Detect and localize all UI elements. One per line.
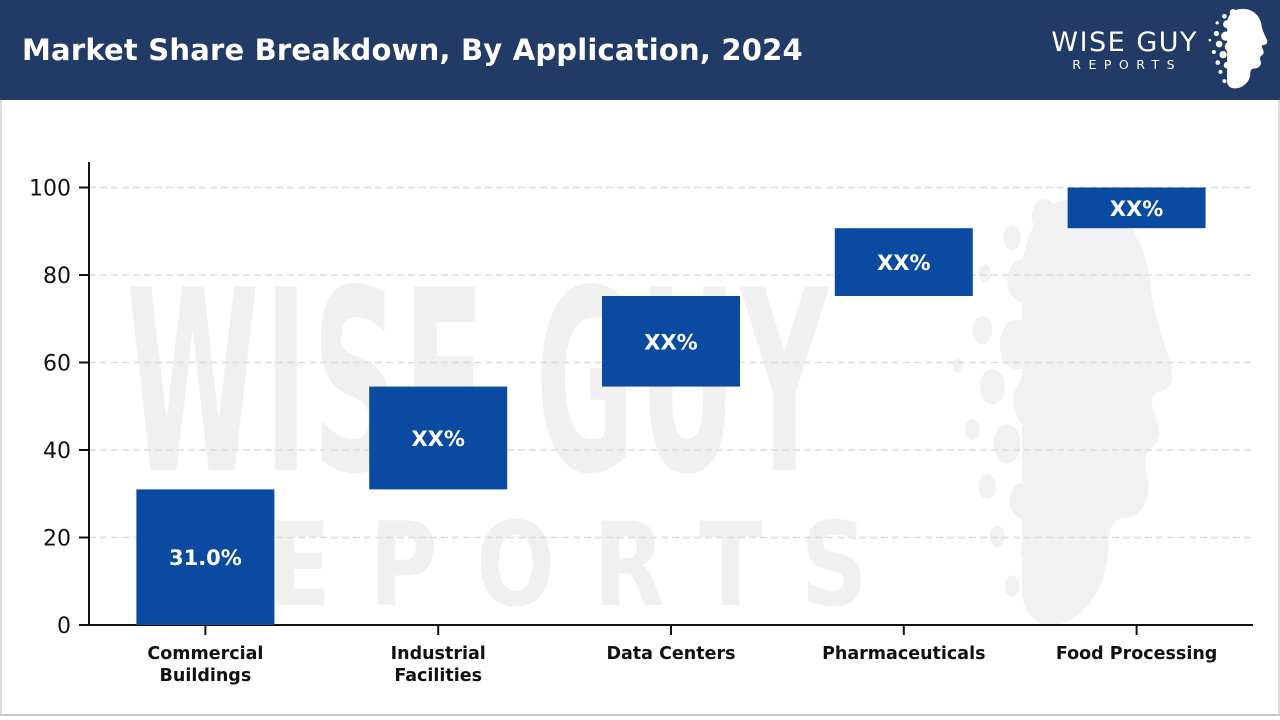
bar-2 [602, 296, 740, 387]
category-label: Industrial [391, 644, 486, 664]
category-label: Commercial [147, 644, 263, 664]
bar-value-label: XX% [644, 330, 697, 354]
bar-0 [136, 489, 275, 625]
bar-value-label: XX% [877, 251, 930, 275]
logo-face-icon [1208, 8, 1268, 89]
bar-1 [369, 386, 508, 490]
header: Market Share Breakdown, By Application, … [0, 0, 1280, 100]
category-label: Pharmaceuticals [822, 644, 985, 664]
page-edge-bottom [0, 714, 1280, 716]
y-tick-label: 80 [43, 264, 71, 289]
category-label: Buildings [160, 666, 252, 686]
brand-logo-text: WISE GUY REPORTS [1051, 29, 1198, 72]
y-tick-label: 20 [43, 527, 71, 552]
brand-logo: WISE GUY REPORTS [1051, 7, 1274, 93]
bar-4 [1067, 187, 1206, 229]
category-label: Data Centers [606, 644, 735, 664]
chart-area: WISE GUY REPORTS 0 20 40 60 80 100 31.0% Commer… [0, 100, 1280, 720]
brand-name: WISE GUY [1051, 26, 1198, 58]
y-tick-label: 40 [43, 439, 71, 464]
page-edge-right [1278, 100, 1280, 715]
bar-value-label: 31.0% [169, 546, 242, 570]
y-tick-label: 0 [57, 614, 71, 639]
y-tick-label: 100 [29, 177, 71, 202]
bar-3 [834, 228, 973, 296]
page-edge-left [0, 100, 2, 715]
bar-value-label: XX% [411, 427, 464, 451]
brand-subtitle: REPORTS [1072, 56, 1183, 72]
category-label: Facilities [394, 666, 482, 686]
category-label: Food Processing [1056, 644, 1217, 664]
y-tick-label: 60 [43, 352, 71, 377]
page-title: Market Share Breakdown, By Application, … [22, 33, 803, 67]
bar-value-label: XX% [1110, 197, 1163, 221]
